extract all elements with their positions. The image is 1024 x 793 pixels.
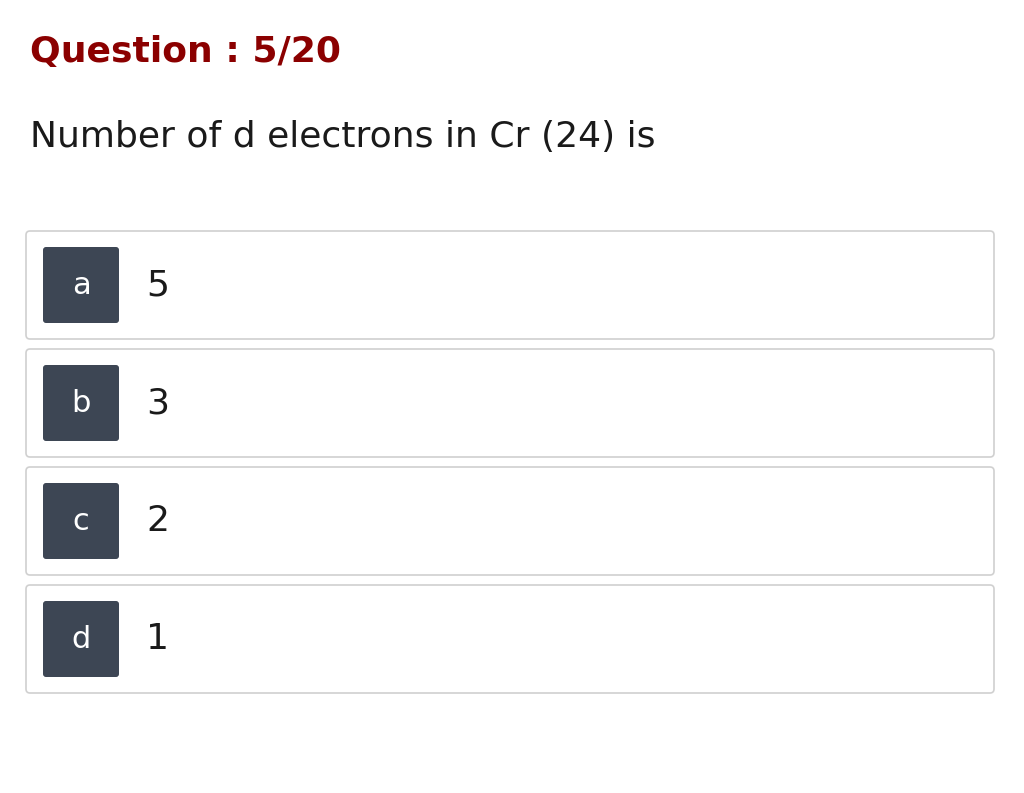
FancyBboxPatch shape bbox=[43, 601, 119, 677]
Text: 2: 2 bbox=[146, 504, 169, 538]
Text: b: b bbox=[72, 389, 91, 417]
Text: d: d bbox=[72, 625, 91, 653]
Text: c: c bbox=[73, 507, 89, 535]
Text: a: a bbox=[72, 270, 90, 300]
Text: 5: 5 bbox=[146, 268, 169, 302]
FancyBboxPatch shape bbox=[43, 247, 119, 323]
FancyBboxPatch shape bbox=[26, 467, 994, 575]
Text: 3: 3 bbox=[146, 386, 169, 420]
FancyBboxPatch shape bbox=[43, 483, 119, 559]
Text: Number of d electrons in Cr (24) is: Number of d electrons in Cr (24) is bbox=[30, 120, 655, 154]
FancyBboxPatch shape bbox=[26, 349, 994, 457]
FancyBboxPatch shape bbox=[26, 585, 994, 693]
Text: Question : 5/20: Question : 5/20 bbox=[30, 35, 341, 69]
FancyBboxPatch shape bbox=[26, 231, 994, 339]
FancyBboxPatch shape bbox=[43, 365, 119, 441]
Text: 1: 1 bbox=[146, 622, 169, 656]
